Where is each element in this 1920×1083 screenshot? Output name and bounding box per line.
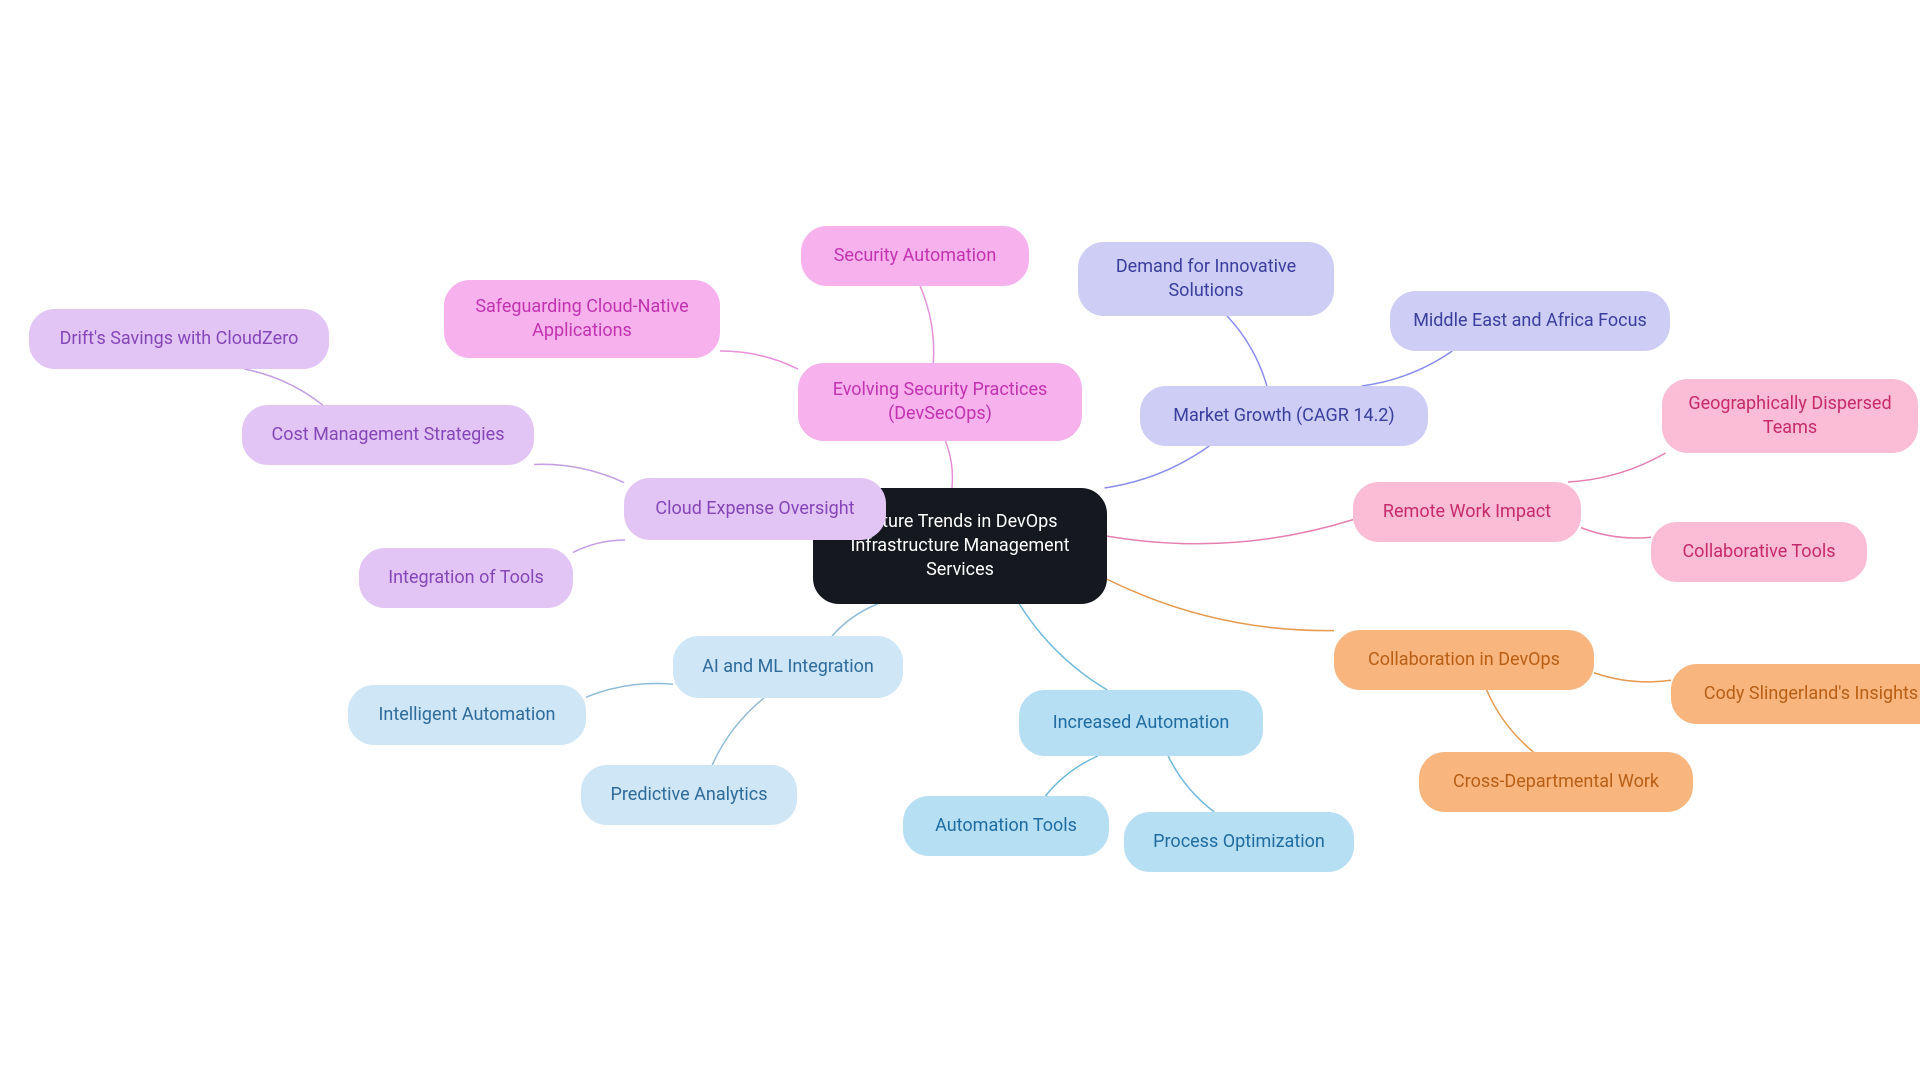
branch-node: Intelligent Automation	[348, 685, 586, 745]
edge	[945, 441, 952, 488]
node-label: Cross-Departmental Work	[1453, 770, 1659, 794]
node-label: Intelligent Automation	[379, 703, 556, 727]
node-label: Predictive Analytics	[610, 783, 767, 807]
branch-node: Collaboration in DevOps	[1334, 630, 1594, 690]
branch-node: Increased Automation	[1019, 690, 1263, 756]
branch-node: Security Automation	[801, 226, 1029, 286]
branch-node: Market Growth (CAGR 14.2)	[1140, 386, 1428, 446]
node-label: Drift's Savings with CloudZero	[60, 327, 299, 351]
branch-node: Automation Tools	[903, 796, 1109, 856]
branch-node: Process Optimization	[1124, 812, 1354, 872]
branch-node: Cross-Departmental Work	[1419, 752, 1693, 812]
node-label: Demand for Innovative Solutions	[1099, 255, 1313, 304]
node-label: Remote Work Impact	[1383, 500, 1551, 524]
edge	[920, 286, 934, 363]
node-label: Cody Slingerland's Insights	[1704, 682, 1918, 706]
branch-node: Middle East and Africa Focus	[1390, 291, 1670, 351]
mindmap-canvas: Future Trends in DevOps Infrastructure M…	[0, 0, 1920, 1083]
edge	[1045, 756, 1097, 796]
branch-node: Remote Work Impact	[1353, 482, 1581, 542]
edge	[1227, 316, 1267, 386]
edge	[1019, 604, 1107, 690]
edge	[586, 683, 673, 697]
node-label: Evolving Security Practices (DevSecOps)	[819, 378, 1061, 427]
branch-node: Geographically Dispersed Teams	[1662, 379, 1918, 453]
branch-node: Evolving Security Practices (DevSecOps)	[798, 363, 1082, 441]
branch-node: Cloud Expense Oversight	[624, 478, 886, 540]
node-label: Cloud Expense Oversight	[655, 497, 854, 521]
node-label: Collaborative Tools	[1682, 540, 1835, 564]
branch-node: Integration of Tools	[359, 548, 573, 608]
node-label: AI and ML Integration	[702, 655, 874, 679]
branch-node: Safeguarding Cloud-Native Applications	[444, 280, 720, 358]
node-label: Geographically Dispersed Teams	[1683, 392, 1897, 441]
edge	[534, 464, 624, 482]
edge	[712, 698, 764, 765]
edge	[1581, 528, 1651, 538]
branch-node: Predictive Analytics	[581, 765, 797, 825]
node-label: Increased Automation	[1053, 711, 1230, 735]
node-label: Integration of Tools	[388, 566, 544, 590]
edge	[1105, 446, 1210, 488]
edge	[1168, 756, 1214, 812]
edge	[1107, 579, 1334, 630]
edge	[1362, 351, 1453, 386]
node-label: Cost Management Strategies	[271, 423, 504, 447]
node-label: Automation Tools	[935, 814, 1077, 838]
branch-node: Cody Slingerland's Insights	[1671, 664, 1920, 724]
node-label: Safeguarding Cloud-Native Applications	[465, 295, 699, 344]
edge	[1107, 520, 1353, 544]
branch-node: AI and ML Integration	[673, 636, 903, 698]
node-label: Collaboration in DevOps	[1368, 648, 1560, 672]
node-label: Security Automation	[834, 244, 997, 268]
edge	[1568, 453, 1666, 482]
node-label: Market Growth (CAGR 14.2)	[1173, 404, 1394, 428]
edge	[1487, 690, 1534, 752]
branch-node: Collaborative Tools	[1651, 522, 1867, 582]
edge	[720, 351, 798, 369]
branch-node: Cost Management Strategies	[242, 405, 534, 465]
branch-node: Drift's Savings with CloudZero	[29, 309, 329, 369]
node-label: Process Optimization	[1153, 830, 1325, 854]
edge	[832, 604, 877, 636]
node-label: Middle East and Africa Focus	[1413, 309, 1647, 333]
edge	[573, 540, 625, 552]
edge	[244, 369, 322, 405]
edge	[1594, 673, 1671, 682]
branch-node: Demand for Innovative Solutions	[1078, 242, 1334, 316]
